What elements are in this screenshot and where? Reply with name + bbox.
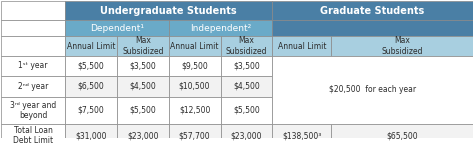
Text: $6,500: $6,500 bbox=[78, 82, 104, 91]
Bar bbox=[169, 76, 220, 97]
Bar bbox=[273, 20, 473, 36]
Bar bbox=[1, 20, 65, 36]
Bar bbox=[1, 76, 65, 97]
Text: Max
Subsidized: Max Subsidized bbox=[226, 36, 267, 56]
Bar bbox=[65, 20, 169, 36]
Bar bbox=[331, 124, 473, 147]
Text: Annual Limit: Annual Limit bbox=[170, 42, 219, 51]
Text: $65,500: $65,500 bbox=[386, 131, 418, 140]
Text: $10,500: $10,500 bbox=[179, 82, 210, 91]
Bar bbox=[220, 97, 273, 124]
Bar bbox=[1, 36, 65, 56]
Text: $9,500: $9,500 bbox=[181, 61, 208, 70]
Text: Max
Subsidized: Max Subsidized bbox=[122, 36, 164, 56]
Bar bbox=[331, 36, 473, 56]
Bar bbox=[169, 36, 220, 56]
Text: $5,500: $5,500 bbox=[78, 61, 104, 70]
Bar bbox=[65, 36, 117, 56]
Bar bbox=[220, 76, 273, 97]
Text: $4,500: $4,500 bbox=[233, 82, 260, 91]
Bar bbox=[1, 1, 65, 20]
Bar bbox=[169, 124, 220, 147]
Text: $12,500: $12,500 bbox=[179, 106, 210, 115]
Bar bbox=[117, 76, 169, 97]
Text: Total Loan
Debt Limit: Total Loan Debt Limit bbox=[13, 126, 53, 145]
Bar bbox=[65, 56, 117, 76]
Text: $20,500  for each year: $20,500 for each year bbox=[329, 85, 416, 94]
Text: $7,500: $7,500 bbox=[78, 106, 104, 115]
Text: $5,500: $5,500 bbox=[233, 106, 260, 115]
Bar bbox=[220, 56, 273, 76]
Text: $4,500: $4,500 bbox=[129, 82, 156, 91]
Text: Annual Limit: Annual Limit bbox=[278, 42, 326, 51]
Bar bbox=[169, 56, 220, 76]
Text: $23,000: $23,000 bbox=[127, 131, 158, 140]
Bar bbox=[1, 124, 65, 147]
Text: $5,500: $5,500 bbox=[129, 106, 156, 115]
Bar bbox=[117, 124, 169, 147]
Text: Graduate Students: Graduate Students bbox=[320, 6, 425, 16]
Text: 3ʳᵈ year and
beyond: 3ʳᵈ year and beyond bbox=[10, 101, 56, 120]
Text: Independent²: Independent² bbox=[190, 24, 251, 33]
Bar bbox=[169, 97, 220, 124]
Text: $23,000: $23,000 bbox=[231, 131, 262, 140]
Bar bbox=[273, 56, 473, 124]
Text: $31,000: $31,000 bbox=[75, 131, 107, 140]
Bar bbox=[117, 56, 169, 76]
Bar bbox=[117, 97, 169, 124]
Bar bbox=[65, 1, 273, 20]
Bar bbox=[1, 97, 65, 124]
Text: $3,500: $3,500 bbox=[129, 61, 156, 70]
Bar bbox=[65, 97, 117, 124]
Text: Annual Limit: Annual Limit bbox=[67, 42, 115, 51]
Text: 2ⁿᵈ year: 2ⁿᵈ year bbox=[18, 82, 48, 91]
Text: Max
Subsidized: Max Subsidized bbox=[381, 36, 423, 56]
Text: Undergraduate Students: Undergraduate Students bbox=[100, 6, 237, 16]
Text: 1ˢᵗ year: 1ˢᵗ year bbox=[18, 61, 48, 70]
Text: $138,500³: $138,500³ bbox=[282, 131, 321, 140]
Bar bbox=[220, 36, 273, 56]
Bar bbox=[65, 76, 117, 97]
Bar bbox=[273, 1, 473, 20]
Bar bbox=[1, 56, 65, 76]
Text: $57,700: $57,700 bbox=[179, 131, 210, 140]
Bar bbox=[169, 20, 273, 36]
Bar bbox=[65, 124, 117, 147]
Text: Dependent¹: Dependent¹ bbox=[90, 24, 144, 33]
Bar bbox=[117, 36, 169, 56]
Bar bbox=[220, 124, 273, 147]
Bar bbox=[273, 124, 331, 147]
Text: $3,500: $3,500 bbox=[233, 61, 260, 70]
Bar bbox=[273, 36, 331, 56]
